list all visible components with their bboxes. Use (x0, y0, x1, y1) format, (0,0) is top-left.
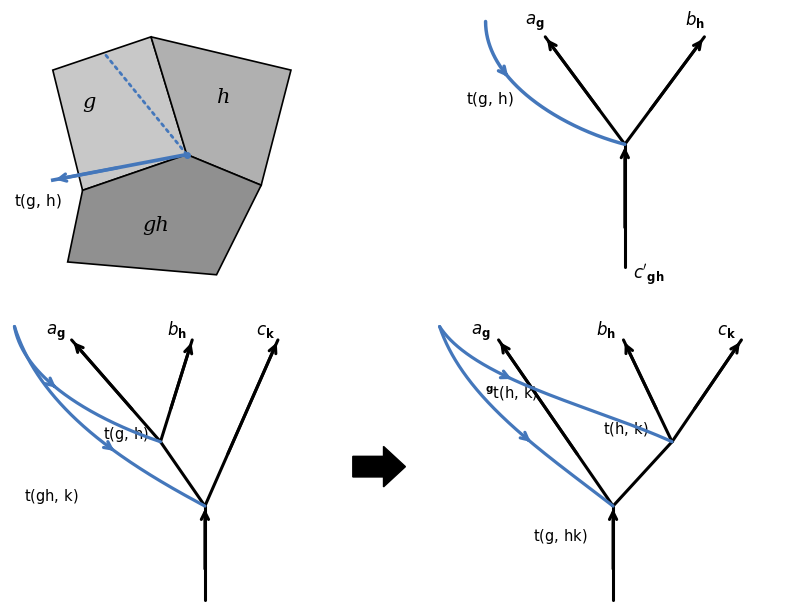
Text: $\mathsf{t(g,\,h)}$: $\mathsf{t(g,\,h)}$ (466, 90, 513, 109)
Text: $\mathsf{t(g,\,h)}$: $\mathsf{t(g,\,h)}$ (103, 425, 149, 444)
Text: $a_{\mathbf{g}}$: $a_{\mathbf{g}}$ (470, 322, 490, 343)
Text: gh: gh (142, 216, 169, 235)
Text: $\mathsf{t(g,\,hk)}$: $\mathsf{t(g,\,hk)}$ (533, 527, 587, 546)
Text: $\mathsf{t(gh,\,k)}$: $\mathsf{t(gh,\,k)}$ (24, 487, 79, 506)
Text: $a_{\mathbf{g}}$: $a_{\mathbf{g}}$ (525, 12, 544, 33)
Polygon shape (53, 37, 187, 190)
Text: ${}^{\mathbf{g}}\mathsf{t(h,\,k)}$: ${}^{\mathbf{g}}\mathsf{t(h,\,k)}$ (484, 385, 538, 403)
Text: h: h (217, 88, 230, 107)
Text: $b_{\mathbf{h}}$: $b_{\mathbf{h}}$ (684, 9, 704, 29)
Text: $b_{\mathbf{h}}$: $b_{\mathbf{h}}$ (595, 319, 615, 340)
FancyArrow shape (353, 446, 405, 487)
Text: $c'_{\mathbf{gh}}$: $c'_{\mathbf{gh}}$ (632, 263, 663, 288)
Text: $\mathsf{t(g,\,h)}$: $\mathsf{t(g,\,h)}$ (14, 192, 62, 211)
Text: g: g (83, 93, 96, 112)
Text: $c_{\mathbf{k}}$: $c_{\mathbf{k}}$ (255, 322, 274, 340)
Text: $\mathsf{t(h,\,k)}$: $\mathsf{t(h,\,k)}$ (602, 420, 647, 438)
Text: $b_{\mathbf{h}}$: $b_{\mathbf{h}}$ (166, 319, 187, 340)
Polygon shape (151, 37, 290, 185)
Text: $c_{\mathbf{k}}$: $c_{\mathbf{k}}$ (716, 322, 736, 340)
Text: $a_{\mathbf{g}}$: $a_{\mathbf{g}}$ (46, 322, 66, 343)
Polygon shape (67, 155, 261, 274)
